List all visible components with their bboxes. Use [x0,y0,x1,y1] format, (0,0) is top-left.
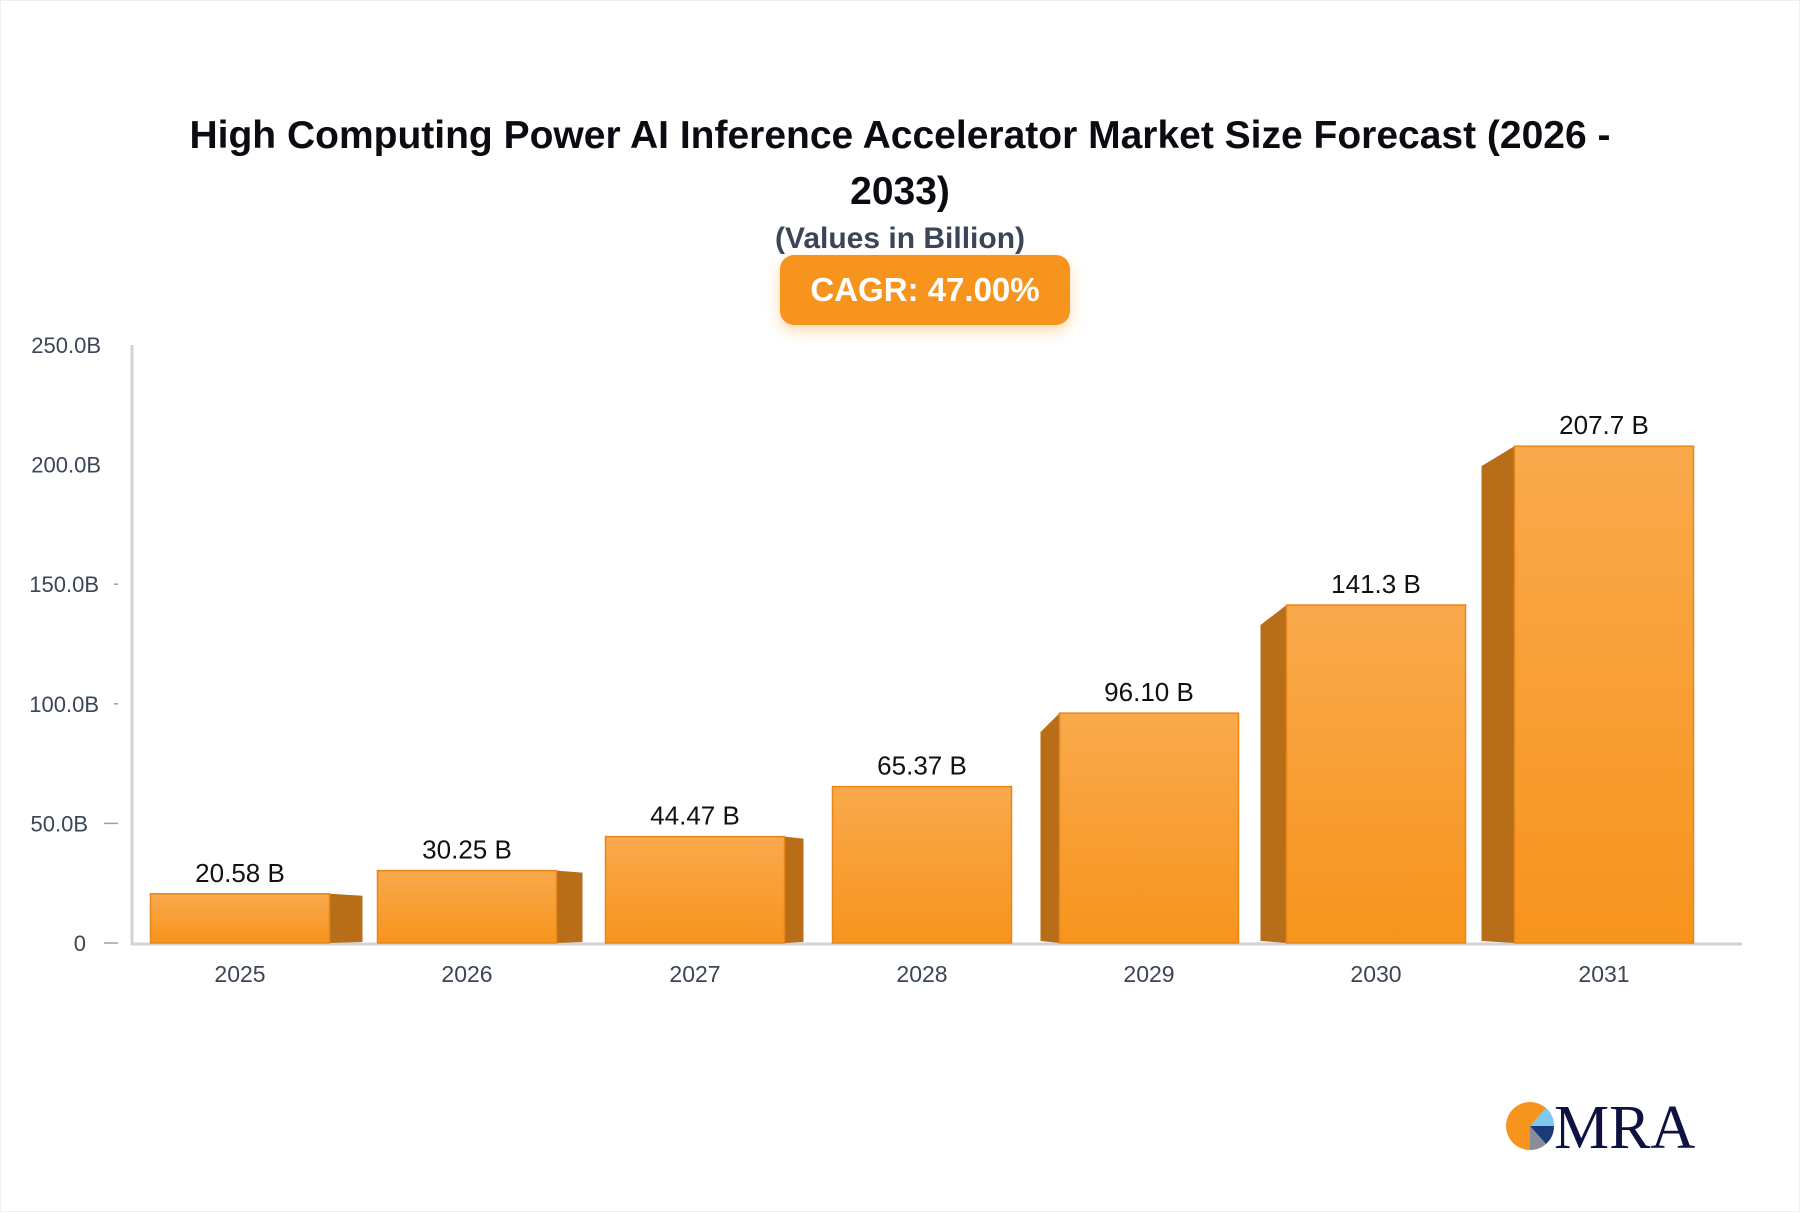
bar-2027 [604,835,786,944]
y-tick-label: 150.0B [29,572,99,597]
bar-side [556,870,583,943]
bar-side [1260,605,1287,943]
x-tick-label: 2027 [669,961,720,987]
chart-subtitle: (Values in Billion) [774,222,1026,255]
data-label: 30.25 B [422,835,512,865]
x-tick-label: 2028 [896,961,947,987]
data-label: 96.10 B [1104,677,1194,707]
bar-2028 [831,785,1013,944]
data-label: 65.37 B [877,751,967,781]
x-tick-label: 2029 [1123,961,1174,987]
bar-2031 [1513,445,1695,944]
y-tick-label: 0 [74,931,86,956]
y-tick-label: 200.0B [31,453,101,478]
logo-pie-icon: MRA [1506,1096,1695,1156]
x-tick-label: 2030 [1350,961,1401,987]
bar-2025 [149,893,331,944]
cagr-badge: CAGR: 47.00% [780,255,1070,325]
data-label: 141.3 B [1331,569,1421,599]
bar-side [329,893,363,943]
mra-logo: MRA [1506,1096,1696,1156]
y-tick-label: 50.0B [31,811,89,836]
data-label: 44.47 B [650,801,740,831]
x-tick-label: 2031 [1578,961,1629,987]
y-tick-label: 100.0B [29,692,99,717]
bar-side [784,836,804,943]
x-tick-label: 2025 [214,961,265,987]
bar-side [1040,713,1060,943]
bar-2030 [1285,604,1467,944]
bar-side [1481,446,1515,943]
x-tick-label: 2026 [441,961,492,987]
bar-2029 [1058,712,1240,944]
chart-title: High Computing Power AI Inference Accele… [189,114,1611,213]
svg-text:MRA: MRA [1554,1096,1695,1156]
y-tick-label: 250.0B [31,333,101,358]
data-label: 20.58 B [195,858,285,888]
bar-2026 [376,869,558,944]
data-label: 207.7 B [1559,410,1649,440]
